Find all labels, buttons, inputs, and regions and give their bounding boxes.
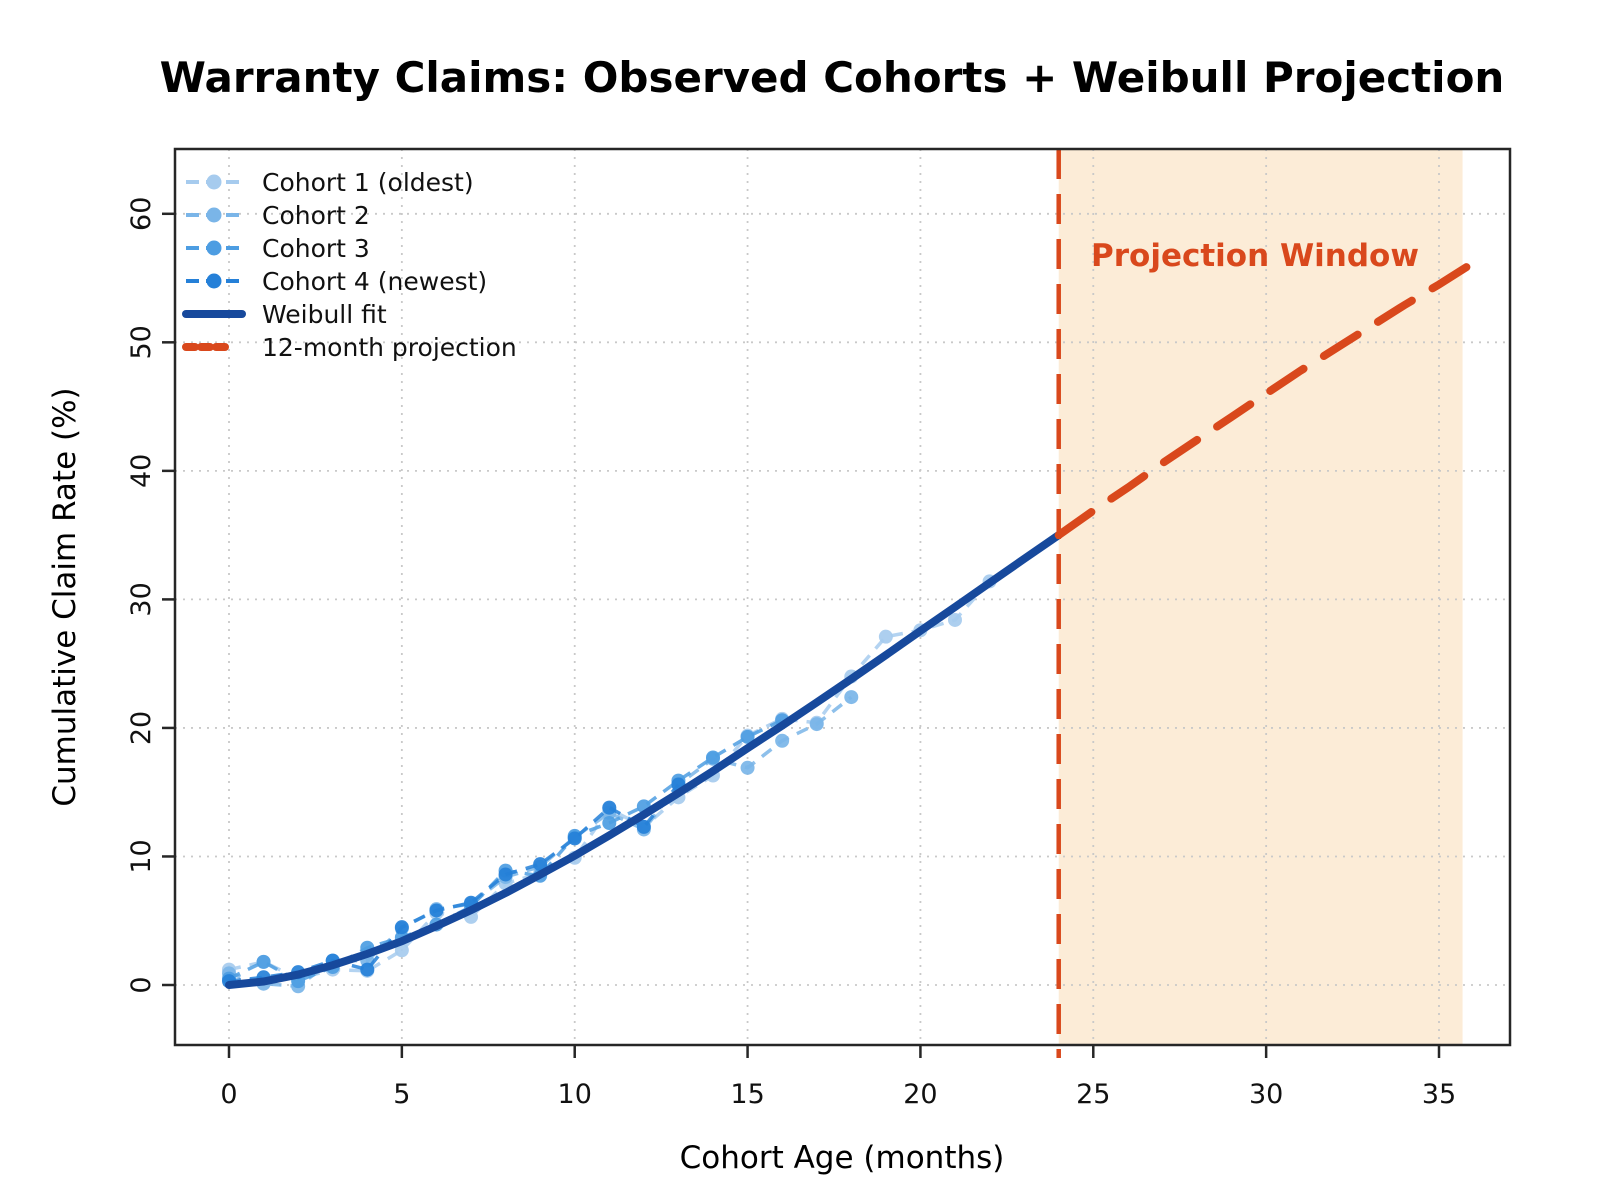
projection-window-shade (1058, 149, 1463, 1045)
chart-title: Warranty Claims: Observed Cohorts + Weib… (160, 53, 1505, 102)
legend-marker-swatch (206, 273, 222, 289)
data-point (429, 903, 444, 918)
data-point (602, 800, 617, 815)
data-point (636, 819, 651, 834)
legend-item-cohort-3: Cohort 3 (186, 234, 370, 263)
x-tick-label: 20 (903, 1079, 937, 1110)
legend-marker-swatch (206, 207, 222, 223)
legend-item-label: Cohort 2 (262, 201, 370, 230)
legend-item-label: Cohort 4 (newest) (262, 267, 487, 296)
plot-border (173, 147, 1512, 1047)
legend: Cohort 1 (oldest) Cohort 2 Cohort 3 Cohort … (182, 168, 517, 362)
data-point (740, 760, 755, 775)
data-point (809, 717, 824, 732)
y-tick-label: 30 (126, 582, 157, 616)
x-tick-label: 15 (730, 1079, 764, 1110)
cohort-line (228, 783, 680, 983)
data-point (775, 733, 790, 748)
y-tick-label: 50 (126, 325, 157, 359)
data-point (740, 729, 755, 744)
data-point (394, 943, 409, 958)
data-point (705, 750, 720, 765)
legend-item-label: Weibull fit (262, 300, 387, 329)
legend-item-projection-6: 12-month projection (182, 333, 517, 362)
legend-item-cohort-2: Cohort 2 (186, 201, 370, 230)
data-point (947, 612, 962, 627)
cohort-line (228, 718, 783, 984)
y-tick-label: 60 (126, 197, 157, 231)
data-point (394, 920, 409, 935)
cohort-1-series (222, 574, 997, 986)
legend-marker-swatch (206, 240, 222, 256)
x-axis-label: Cohort Age (months) (680, 1140, 1005, 1176)
projection-line (1054, 258, 1478, 540)
legend-item-cohort-1: Cohort 1 (oldest) (186, 168, 474, 197)
cohort-3-series (222, 713, 790, 989)
legend-item-label: 12-month projection (262, 333, 517, 362)
x-tick-label: 10 (558, 1079, 592, 1110)
x-tick-label: 5 (393, 1079, 410, 1110)
legend-item-cohort-4: Cohort 4 (newest) (186, 267, 487, 296)
data-point (360, 962, 375, 977)
y-tick-label: 40 (126, 454, 157, 488)
legend-item-label: Cohort 1 (oldest) (262, 168, 474, 197)
data-point (567, 831, 582, 846)
legend-marker-swatch (206, 174, 222, 190)
y-tick-label: 20 (126, 711, 157, 745)
x-tick-label: 0 (220, 1079, 237, 1110)
weibull-fit-line (225, 531, 1063, 989)
x-tick-label: 25 (1076, 1079, 1110, 1110)
data-point (533, 857, 548, 872)
plot-area: 0 5 10 15 20 25 30 35 0 10 20 30 40 50 60 (126, 147, 1512, 1110)
y-tick-label: 0 (126, 976, 157, 993)
data-point (844, 690, 859, 705)
legend-item-fit-5: Weibull fit (182, 300, 387, 329)
x-tick-label: 35 (1422, 1079, 1456, 1110)
cohort-line (228, 580, 991, 981)
projection-window-label: Projection Window (1091, 238, 1419, 274)
x-tick-label: 30 (1249, 1079, 1283, 1110)
data-point (602, 816, 617, 831)
data-point (878, 629, 893, 644)
legend-item-label: Cohort 3 (262, 234, 370, 263)
y-tick-label: 10 (126, 839, 157, 873)
y-axis-label: Cumulative Claim Rate (%) (47, 387, 83, 806)
cohort-4-series (222, 777, 686, 989)
data-point (256, 954, 271, 969)
data-point (498, 867, 513, 882)
